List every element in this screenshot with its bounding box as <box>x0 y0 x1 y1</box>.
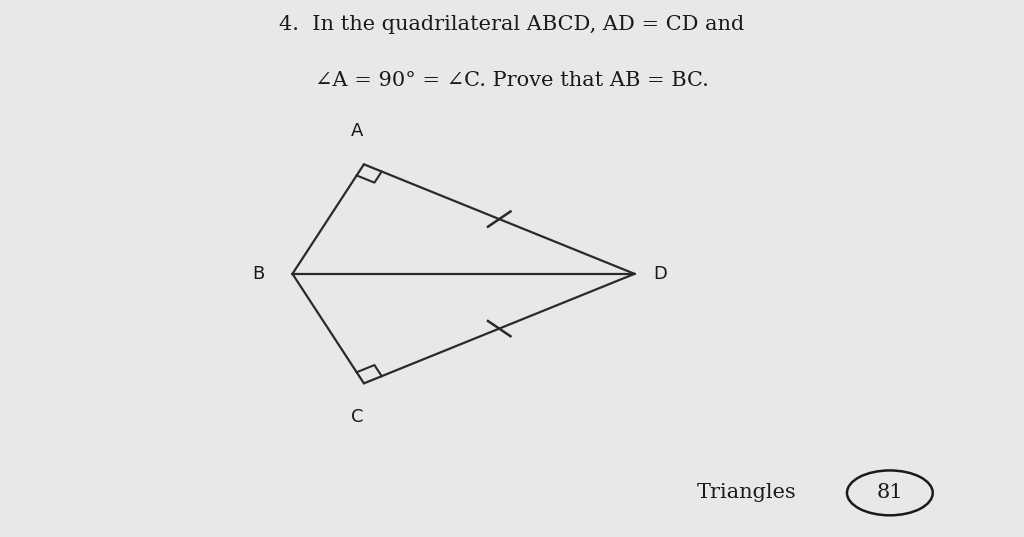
Text: B: B <box>253 265 265 283</box>
Text: D: D <box>653 265 667 283</box>
Text: Triangles: Triangles <box>697 483 797 503</box>
Text: A: A <box>350 122 362 140</box>
Text: C: C <box>350 409 364 426</box>
Text: 81: 81 <box>877 483 903 503</box>
Text: 4.  In the quadrilateral ABCD, AD = CD and: 4. In the quadrilateral ABCD, AD = CD an… <box>280 14 744 34</box>
Text: ∠A = 90° = ∠C. Prove that AB = BC.: ∠A = 90° = ∠C. Prove that AB = BC. <box>315 71 709 90</box>
